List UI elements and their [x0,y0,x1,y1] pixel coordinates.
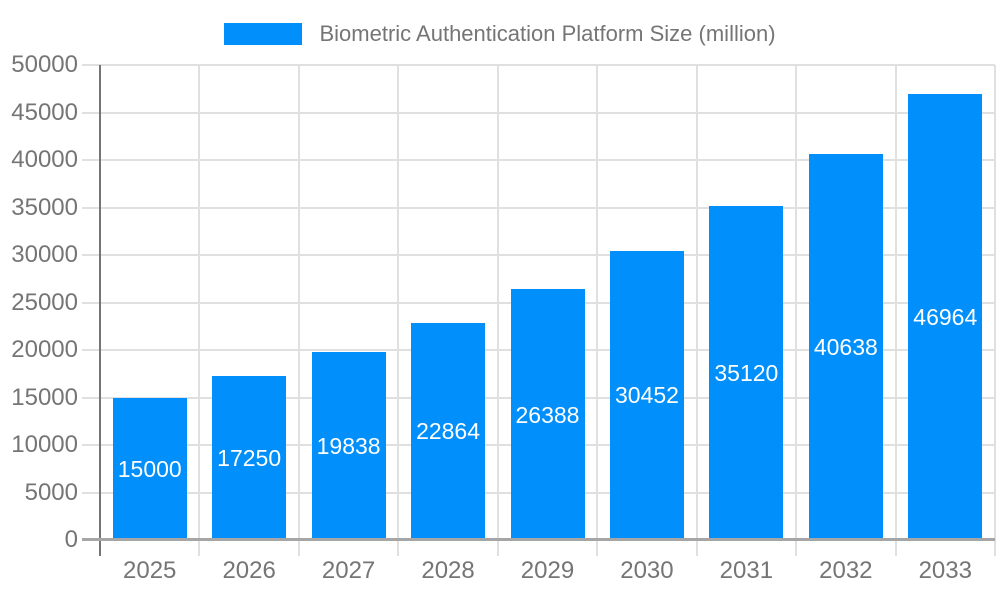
x-gridline [297,65,300,556]
y-gridline [82,64,995,66]
legend-label: Biometric Authentication Platform Size (… [319,21,776,46]
x-gridline [596,65,599,556]
y-axis-tick-label: 5000 [24,478,78,506]
x-axis-tick-label: 2029 [520,557,575,584]
x-gridline [795,65,798,556]
x-axis-tick-label: 2027 [321,557,376,584]
y-gridline [82,111,995,114]
x-gridline [496,65,499,556]
x-axis-line [82,538,995,541]
y-axis-line [99,65,101,556]
y-axis-tick-label: 10000 [11,431,78,458]
x-gridline [198,65,201,556]
y-axis-tick-label: 30000 [11,241,78,268]
x-axis-tick-label: 2033 [918,557,972,584]
y-axis-tick-label: 40000 [11,146,78,173]
y-axis-tick-label: 35000 [11,193,78,221]
x-axis-tick-label: 2030 [620,557,674,584]
x-gridline [695,65,698,556]
y-axis-tick-label: 20000 [11,336,78,363]
y-axis-tick-label: 45000 [11,98,78,126]
bar[interactable] [112,397,187,540]
y-axis-tick-label: 15000 [11,383,78,411]
bar[interactable] [510,289,585,540]
x-gridline [397,65,400,556]
x-axis-tick-label: 2028 [421,557,475,584]
x-gridline [894,65,897,556]
y-axis-tick-label: 0 [64,526,78,553]
y-axis-tick-label: 25000 [11,288,78,316]
legend-swatch-icon [224,23,303,45]
bar[interactable] [609,250,684,540]
x-axis-tick-label: 2025 [123,557,177,584]
y-gridline [82,159,995,161]
bar[interactable] [311,351,386,540]
x-axis-tick-label: 2026 [222,557,276,584]
y-gridline [82,206,995,209]
y-axis-tick-label: 50000 [11,51,78,78]
bar[interactable] [411,322,486,540]
legend-item[interactable]: Biometric Authentication Platform Size (… [0,17,1000,51]
x-axis-tick-label: 2031 [719,557,774,584]
x-axis-tick-label: 2032 [819,557,873,584]
bar[interactable] [212,376,287,540]
y-gridline [82,254,995,256]
bar[interactable] [908,93,983,540]
bar[interactable] [709,206,784,540]
bar[interactable] [808,153,883,540]
x-gridline [994,65,996,556]
